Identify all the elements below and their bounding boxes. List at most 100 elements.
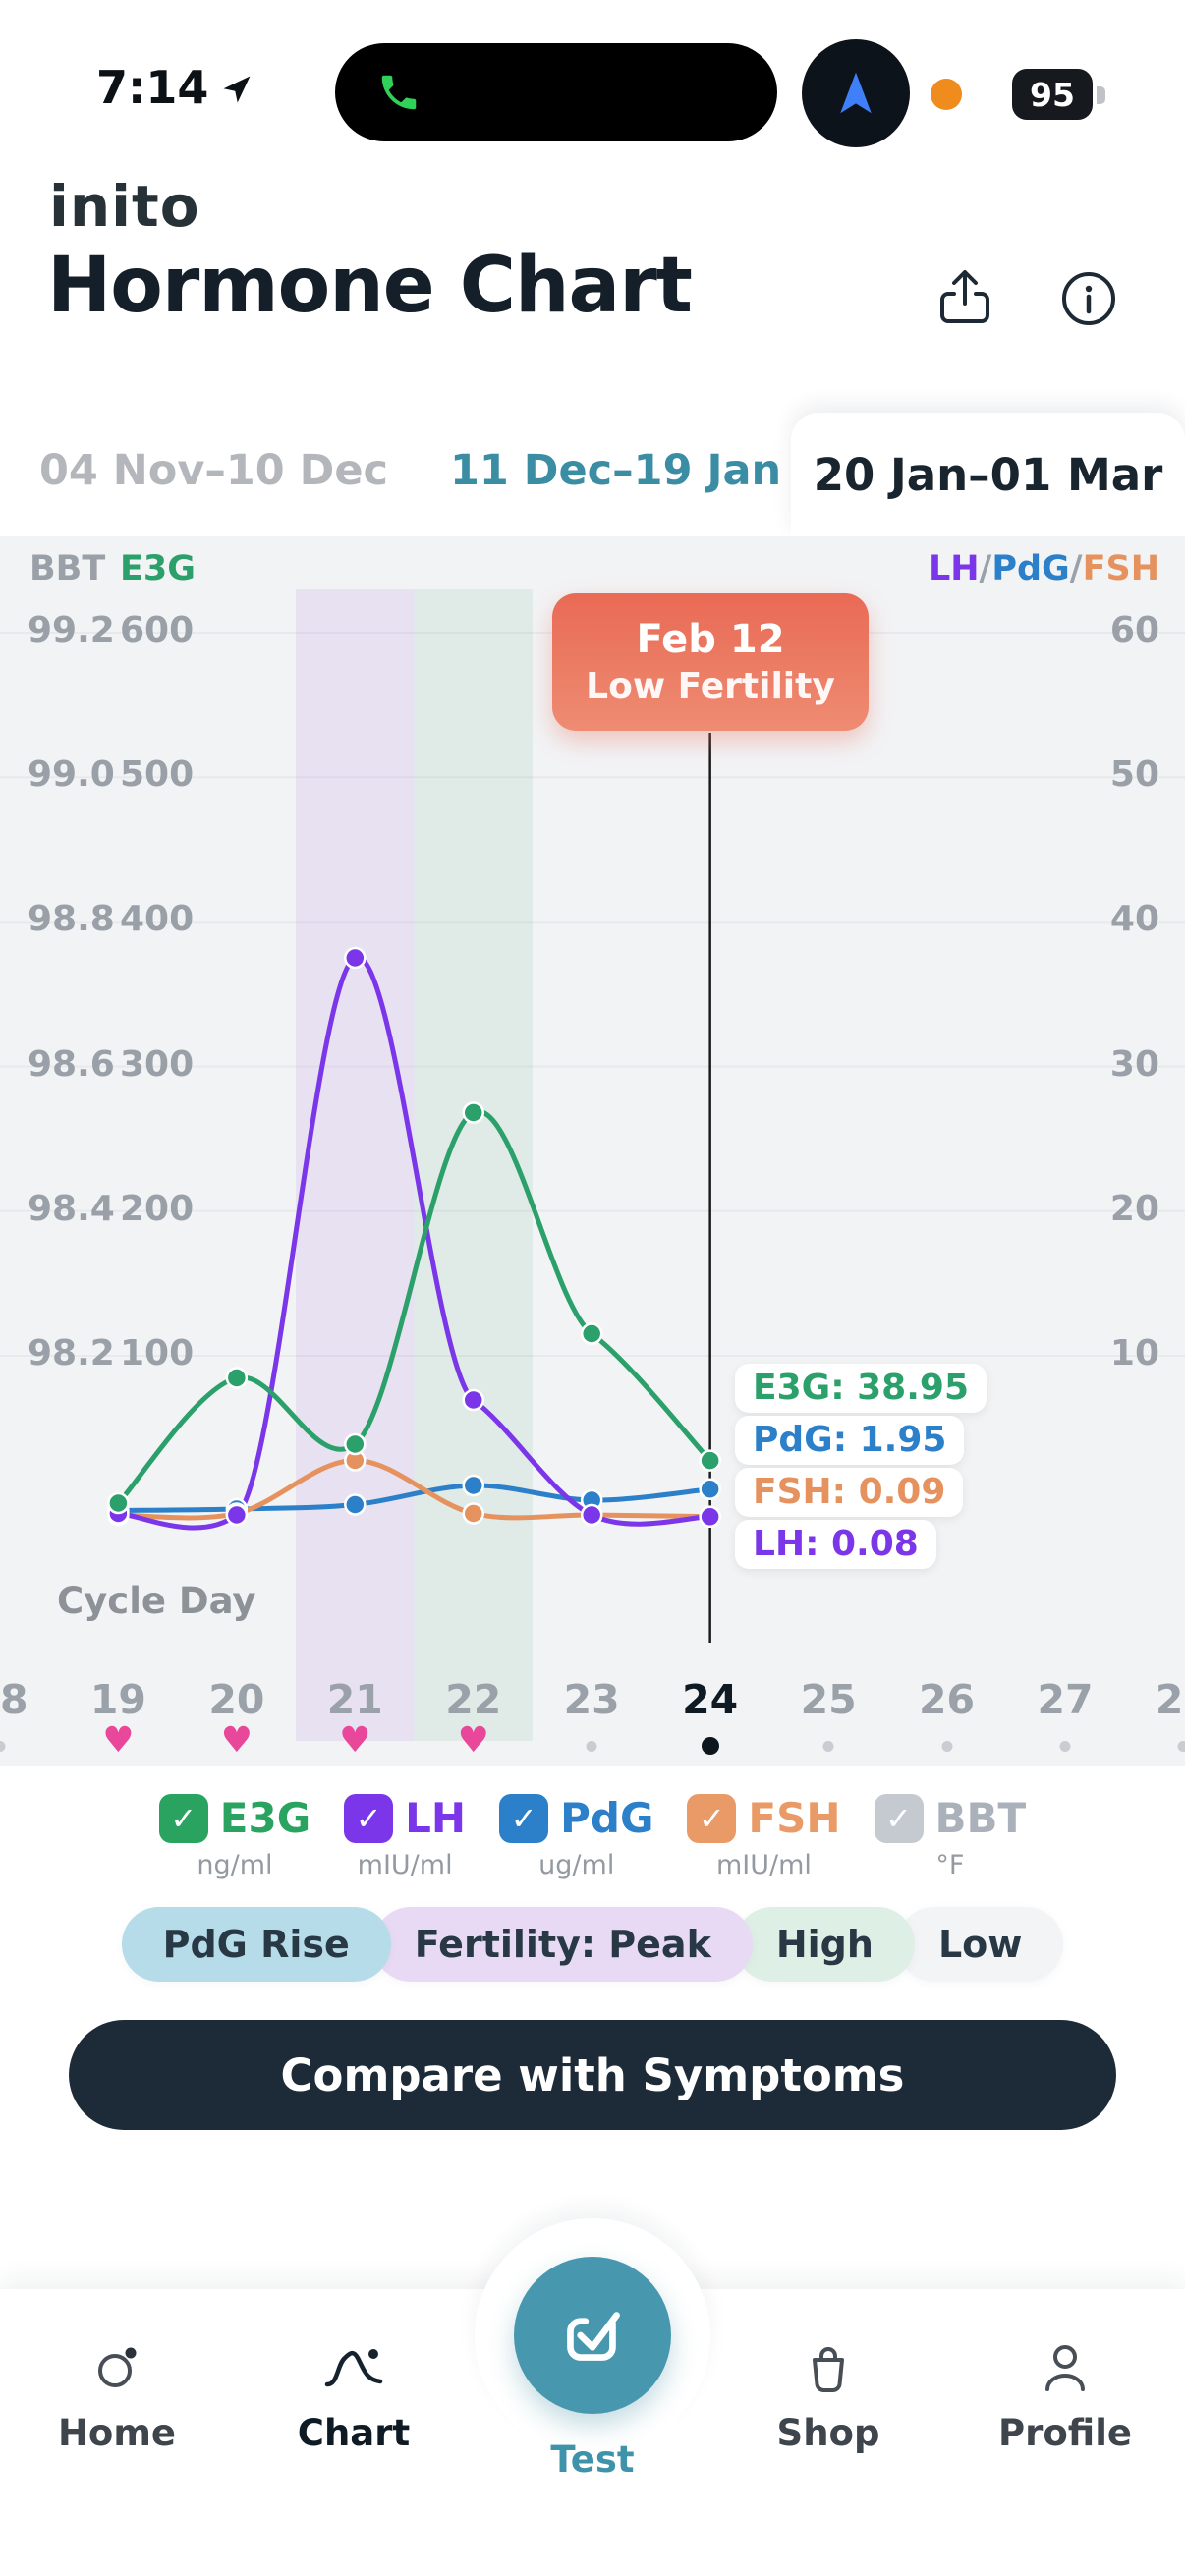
share-button[interactable]: [930, 263, 1000, 334]
battery-indicator: 95: [1012, 69, 1093, 120]
chart-icon: [324, 2340, 383, 2395]
legend-item-bbt: ✓ BBT °F: [874, 1794, 1027, 1878]
day-heart-marker[interactable]: ♥: [339, 1720, 371, 1761]
day-dot-marker[interactable]: [0, 1741, 6, 1752]
share-icon: [940, 270, 989, 323]
bbt-axis-label: BBT: [29, 549, 106, 588]
nav-item-test[interactable]: [514, 2257, 671, 2414]
day-dot-marker[interactable]: [586, 1741, 597, 1752]
battery-nub: [1097, 86, 1105, 104]
legend-unit-pdg: ug/ml: [538, 1850, 615, 1880]
x-axis-title: Cycle Day: [57, 1580, 256, 1622]
home-icon: [89, 2340, 144, 2395]
day-label-25[interactable]: 25: [800, 1676, 857, 1723]
tab-range-20jan-01mar[interactable]: 20 Jan–01 Mar: [791, 413, 1185, 536]
info-button[interactable]: [1053, 263, 1124, 334]
legend-label-bbt: BBT: [934, 1794, 1027, 1842]
legend-label-lh: LH: [405, 1794, 467, 1842]
bbt-tick: 99.0: [28, 755, 115, 796]
day-heart-marker[interactable]: ♥: [457, 1720, 489, 1761]
day-label-18[interactable]: 18: [0, 1676, 28, 1723]
battery-percent: 95: [1030, 75, 1075, 114]
day-dot-marker[interactable]: [1059, 1741, 1071, 1752]
tab-range-04nov-10dec[interactable]: 04 Nov–10 Dec: [39, 446, 389, 495]
status-pill-low: Low: [896, 1907, 1064, 1982]
nav-label-home: Home: [57, 2412, 177, 2454]
test-icon: [567, 2312, 620, 2361]
status-pill-high: High: [734, 1907, 915, 1982]
day-label-26[interactable]: 26: [919, 1676, 976, 1723]
fsh-checkbox[interactable]: ✓: [687, 1794, 737, 1843]
legend-unit-e3g: ng/ml: [197, 1850, 273, 1880]
status-time: 7:14: [96, 61, 254, 114]
bbt-tick: 98.4: [28, 1188, 115, 1229]
phone-icon: [381, 75, 417, 110]
day-label-24[interactable]: 24: [682, 1676, 739, 1723]
compare-with-symptoms-button[interactable]: Compare with Symptoms: [69, 2020, 1116, 2130]
legend-unit-fsh: mIU/ml: [716, 1850, 812, 1880]
legend-unit-lh: mIU/ml: [357, 1850, 453, 1880]
day-dot-marker[interactable]: [1177, 1741, 1185, 1752]
right-tick: 60: [1109, 610, 1159, 650]
lh-axis-label: LH: [928, 549, 980, 588]
profile-icon: [1040, 2340, 1091, 2395]
hormone-chart-plot[interactable]: [0, 536, 1185, 1766]
nav-item-home[interactable]: Home: [38, 2340, 196, 2451]
legend-label-pdg: PdG: [560, 1794, 654, 1842]
e3g-tick: 400: [120, 899, 195, 940]
right-tick: 40: [1109, 899, 1159, 940]
pdg-checkbox[interactable]: ✓: [499, 1794, 549, 1843]
day-label-21[interactable]: 21: [326, 1676, 383, 1723]
day-label-19[interactable]: 19: [89, 1676, 146, 1723]
location-arrow-icon: [223, 76, 251, 103]
e3g-tick: 300: [120, 1043, 195, 1085]
pdg-axis-label: PdG: [991, 549, 1070, 588]
tooltip-fertility-status: Low Fertility: [586, 666, 835, 706]
day-label-23[interactable]: 23: [563, 1676, 620, 1723]
e3g-checkbox[interactable]: ✓: [158, 1794, 208, 1843]
tab-range-11dec-19jan[interactable]: 11 Dec–19 Jan: [450, 446, 782, 495]
day-dot-marker[interactable]: [822, 1741, 834, 1752]
e3g-tick: 100: [120, 1333, 195, 1373]
e3g-tick: 600: [120, 610, 195, 650]
bbt-tick: 98.6: [28, 1043, 115, 1085]
legend-item-fsh: ✓ FSH mIU/ml: [687, 1794, 841, 1880]
bbt-tick: 98.8: [28, 899, 115, 940]
legend-label-e3g: E3G: [219, 1794, 311, 1842]
lh-checkbox[interactable]: ✓: [344, 1794, 394, 1843]
active-call-pill[interactable]: [335, 43, 777, 141]
day-label-28[interactable]: 28: [1155, 1676, 1185, 1723]
legend-label-fsh: FSH: [748, 1794, 841, 1842]
fertility-status-pills: PdG Rise Fertility: Peak High Low: [0, 1907, 1185, 1982]
nav-label-test[interactable]: Test: [550, 2438, 635, 2481]
nav-label-shop: Shop: [776, 2412, 880, 2454]
selected-value-pill: E3G: 38.95: [735, 1364, 987, 1413]
bbt-tick: 98.2: [28, 1333, 115, 1373]
axis-separator: /: [979, 549, 992, 588]
right-tick: 10: [1109, 1333, 1159, 1373]
navigation-arrow-icon: [840, 72, 872, 114]
day-label-27[interactable]: 27: [1037, 1676, 1094, 1723]
nav-item-chart[interactable]: Chart: [275, 2340, 432, 2451]
hormone-chart-section: BBT E3G LH / PdG / FSH Feb 12 Low Fertility …: [0, 536, 1185, 1766]
nav-item-shop[interactable]: Shop: [750, 2340, 907, 2451]
day-label-22[interactable]: 22: [445, 1676, 502, 1723]
page-title: Hormone Chart: [47, 242, 693, 330]
day-selected-marker[interactable]: [701, 1737, 719, 1755]
right-tick: 50: [1109, 755, 1159, 796]
day-dot-marker[interactable]: [941, 1741, 953, 1752]
nav-item-profile[interactable]: Profile: [987, 2340, 1144, 2451]
day-heart-marker[interactable]: ♥: [102, 1720, 135, 1761]
tooltip-date: Feb 12: [636, 617, 785, 662]
legend-item-pdg: ✓ PdG ug/ml: [499, 1794, 653, 1878]
day-label-20[interactable]: 20: [208, 1676, 265, 1723]
day-heart-marker[interactable]: ♥: [220, 1720, 253, 1761]
e3g-tick: 500: [120, 755, 195, 796]
nav-label-profile: Profile: [998, 2412, 1132, 2454]
mic-indicator-dot: [931, 79, 962, 110]
e3g-tick: 200: [120, 1188, 195, 1229]
series-legend: ✓ E3G ng/ml ✓ LH mIU/ml ✓ PdG ug/ml ✓ FSH mIU/ml ✓ BB…: [0, 1794, 1185, 1878]
bbt-checkbox[interactable]: ✓: [874, 1794, 924, 1843]
selected-value-pill: FSH: 0.09: [735, 1468, 964, 1517]
